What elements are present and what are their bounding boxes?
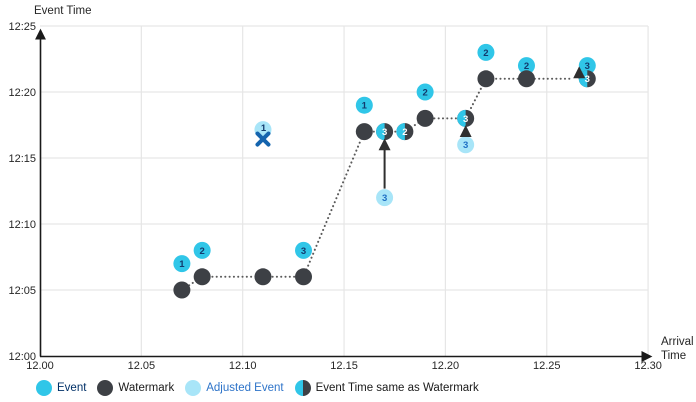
x-tick-label: 12.05 — [128, 360, 156, 372]
y-tick-label: 12:05 — [8, 285, 36, 297]
y-tick-label: 12:25 — [8, 21, 36, 33]
same-as-watermark-left-half — [376, 123, 385, 141]
event-point — [355, 96, 373, 114]
legend-label-watermark: Watermark — [118, 382, 175, 394]
event-point — [193, 241, 211, 259]
point-number: 3 — [301, 246, 306, 257]
point-number: 3 — [382, 193, 387, 204]
watermark-point — [295, 268, 313, 286]
watermark-point — [477, 70, 495, 88]
x-tick-label: 12.10 — [229, 360, 257, 372]
event-point — [173, 255, 191, 273]
event-point — [295, 241, 313, 259]
watermark-dotted-line — [180, 77, 575, 291]
y-tick-label: 12:20 — [8, 87, 36, 99]
legend-label-adjusted-event: Adjusted Event — [206, 382, 284, 394]
point-number: 3 — [585, 74, 590, 85]
same-as-watermark-left-half — [457, 109, 466, 127]
legend-label-same-as-watermark: Event Time same as Watermark — [315, 382, 479, 394]
event-point — [517, 57, 535, 75]
point-number: 2 — [402, 127, 407, 138]
point-number: 2 — [422, 87, 427, 98]
point-number: 3 — [382, 127, 387, 138]
y-tick-label: 12:15 — [8, 153, 36, 165]
x-tick-label: 12.25 — [533, 360, 561, 372]
adjusted-event-circle-icon — [185, 380, 202, 396]
x-axis-title-line2: Time — [661, 350, 686, 362]
adjusted-event-point — [457, 136, 475, 154]
point-number: 2 — [524, 61, 529, 72]
dropped-x-mark — [255, 131, 271, 147]
x-tick-label: 12.30 — [634, 360, 662, 372]
event-circle-icon — [36, 380, 52, 396]
tick-labels: 12.00 12.05 12.10 12.15 12.20 12.25 12.30 12:00… — [8, 21, 661, 372]
legend-label-event: Event — [57, 382, 87, 394]
y-tick-label: 12:10 — [8, 219, 36, 231]
legend-item-event: Event — [36, 380, 86, 396]
watermark-point — [355, 123, 373, 141]
watermark-point — [517, 70, 535, 88]
legend-item-watermark: Watermark — [97, 380, 174, 396]
gridlines — [40, 25, 649, 356]
x-tick-label: 12.20 — [432, 360, 460, 372]
x-axis-title-line1: Arrival — [661, 336, 694, 348]
watermark-circle-icon — [97, 380, 114, 396]
chart-legend: Event Watermark Adjusted Event Event Tim… — [36, 377, 479, 399]
point-number: 3 — [463, 140, 468, 151]
point-number: 2 — [483, 48, 488, 59]
point-number: 1 — [362, 101, 368, 112]
watermark-polyline — [180, 77, 575, 291]
half-circle-icon — [294, 380, 311, 396]
data-points: 1 2 3 1 2 2 2 3 3 3 3 2 3 3 1 — [173, 43, 596, 299]
axes — [35, 28, 653, 362]
x-tick-label: 12.15 — [330, 360, 358, 372]
point-number: 3 — [585, 61, 590, 72]
x-tick-label: 12.00 — [26, 360, 54, 372]
adjusted-event-point — [376, 189, 394, 207]
point-number: 2 — [200, 246, 205, 257]
watermark-point — [416, 109, 434, 127]
point-number: 3 — [463, 114, 468, 125]
event-point — [416, 83, 434, 101]
y-tick-label: 12:00 — [8, 351, 36, 363]
watermark-point — [193, 268, 211, 286]
adjustment-arrows — [378, 66, 586, 189]
watermark-point — [173, 281, 191, 299]
y-axis-title: Event Time — [34, 5, 92, 17]
legend-item-adjusted-event: Adjusted Event — [185, 380, 284, 396]
legend-item-same-as-watermark: Event Time same as Watermark — [294, 380, 479, 396]
watermark-point — [254, 268, 272, 286]
point-number: 1 — [261, 123, 267, 134]
event-point — [477, 43, 495, 61]
same-as-watermark-left-half — [396, 123, 405, 141]
point-number: 1 — [179, 259, 185, 270]
